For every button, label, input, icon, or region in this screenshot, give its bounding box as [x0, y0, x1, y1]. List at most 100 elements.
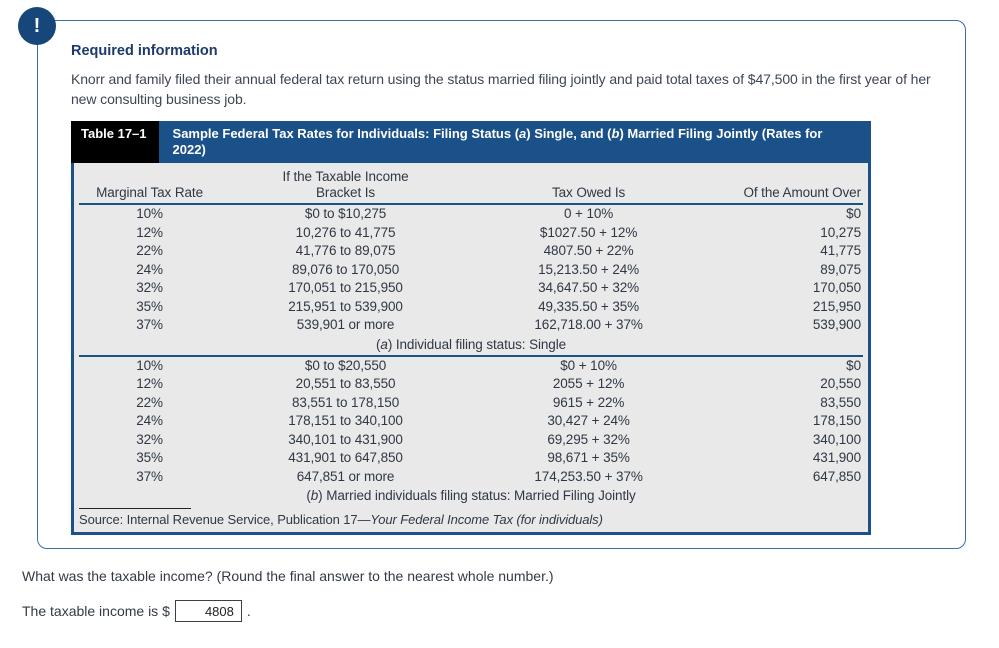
tax-bracket-cell: 0 + 10%	[563, 206, 614, 221]
tax-bracket-cell: 178,151 to 340,100	[288, 413, 403, 428]
tax-bracket-cell: $1027.50 + 12%	[539, 224, 638, 240]
tax-bracket-row: 22% 83,551 to 178,150 9615 + 22% 83,550	[79, 394, 863, 413]
tax-bracket-cell: 431,900	[812, 450, 861, 465]
col-header-bracket-line1: If the Taxable Income	[282, 169, 409, 184]
tax-bracket-cell: 69,295 + 32%	[547, 431, 630, 447]
taxable-income-input[interactable]	[174, 600, 242, 622]
caption-letter: b	[310, 488, 319, 503]
tax-bracket-cell: 10,276 to 41,775	[295, 224, 396, 240]
tax-bracket-cell: 647,851 or more	[296, 468, 395, 484]
tax-bracket-cell: $0	[846, 357, 861, 373]
col-header-bracket-line2: Bracket Is	[316, 185, 376, 200]
table-title: Sample Federal Tax Rates for Individuals…	[158, 121, 871, 163]
table-title-part: Sample Federal Tax Rates for Individuals…	[172, 126, 520, 141]
tax-bracket-row: 10% $0 to $20,550 $0 + 10% $0	[79, 356, 863, 376]
tax-bracket-row: 24% 89,076 to 170,050 15,213.50 + 24% 89,07…	[79, 261, 863, 280]
answer-prefix: The taxable income is $	[22, 603, 170, 619]
tax-bracket-cell: 49,335.50 + 35%	[538, 298, 640, 314]
source-row: Source: Internal Revenue Service, Public…	[79, 506, 863, 532]
col-header-tax-owed: Tax Owed Is	[551, 185, 626, 200]
tax-bracket-row: 35% 215,951 to 539,900 49,335.50 + 35% 215,…	[79, 298, 863, 317]
tax-rate-table: Table 17–1 Sample Federal Tax Rates for …	[71, 121, 871, 535]
tax-bracket-cell: $0	[846, 206, 861, 221]
tax-bracket-cell: 10%	[136, 357, 163, 373]
tax-bracket-cell: $0 + 10%	[560, 357, 617, 373]
tax-bracket-row: 10% $0 to $10,275 0 + 10% $0	[79, 204, 863, 224]
column-header-row: Marginal Tax Rate If the Taxable Income …	[79, 163, 863, 204]
tax-bracket-cell: 15,213.50 + 24%	[538, 261, 640, 277]
tax-bracket-row: 24% 178,151 to 340,100 30,427 + 24% 178,150	[79, 412, 863, 431]
source-publication-title: Your Federal Income Tax (for individuals…	[370, 512, 603, 527]
tax-bracket-cell: 12%	[136, 376, 163, 391]
required-information-panel: Required information Knorr and family fi…	[37, 20, 966, 549]
tax-bracket-cell: 89,075	[820, 261, 861, 277]
tax-bracket-cell: 170,051 to 215,950	[288, 280, 403, 295]
tax-bracket-cell: 215,951 to 539,900	[288, 298, 403, 314]
tax-bracket-cell: 162,718.00 + 37%	[534, 317, 643, 332]
tax-bracket-cell: 34,647.50 + 32%	[538, 280, 640, 295]
col-header-bracket: If the Taxable Income Bracket Is	[220, 163, 471, 204]
tax-bracket-row: 35% 431,901 to 647,850 98,671 + 35% 431,900	[79, 449, 863, 468]
caption-text: ) Individual filing status: Single	[387, 336, 567, 352]
caption-text: (	[375, 336, 381, 352]
tax-bracket-cell: 539,901 or more	[296, 317, 395, 332]
single-caption-section: (a) Individual filing status: Single	[79, 335, 863, 356]
table-title-letter-a: a	[519, 126, 527, 141]
tax-bracket-row: 12% 10,276 to 41,775 $1027.50 + 12% 10,275	[79, 224, 863, 243]
caption-single: (a) Individual filing status: Single	[79, 335, 863, 356]
table-header-band: Table 17–1 Sample Federal Tax Rates for …	[71, 121, 871, 163]
alert-icon: !	[18, 7, 56, 45]
caption-letter: a	[380, 336, 388, 352]
col-header-marginal-rate: Marginal Tax Rate	[96, 185, 203, 200]
tax-bracket-cell: $0 to $10,275	[304, 206, 387, 221]
tax-bracket-cell: 30,427 + 24%	[547, 413, 630, 428]
source-text: Source: Internal Revenue Service, Public…	[79, 511, 863, 528]
tax-bracket-cell: 539,900	[812, 317, 861, 332]
tax-bracket-cell: 178,150	[812, 413, 861, 428]
tax-bracket-cell: 10%	[136, 206, 163, 221]
tax-bracket-cell: 340,100	[812, 431, 861, 447]
tax-bracket-cell: 24%	[136, 413, 163, 428]
married-filing-rows: 10% $0 to $20,550 $0 + 10% $0 12% 20,551 to 8…	[79, 356, 863, 487]
table-label: Table 17–1	[71, 121, 159, 163]
tax-bracket-cell: 20,551 to 83,550	[295, 376, 396, 391]
tax-bracket-cell: 35%	[136, 298, 163, 314]
answer-suffix: .	[246, 603, 251, 619]
tax-bracket-cell: 431,901 to 647,850	[288, 450, 403, 465]
tax-bracket-row: 37% 647,851 or more 174,253.50 + 37% 647,85…	[79, 468, 863, 487]
tax-bracket-row: 12% 20,551 to 83,550 2055 + 12% 20,550	[79, 375, 863, 394]
tax-bracket-cell: 174,253.50 + 37%	[534, 468, 643, 484]
married-caption-section: (b) Married individuals filing status: M…	[79, 486, 863, 506]
tax-bracket-cell: 647,850	[812, 468, 861, 484]
single-filing-rows: 10% $0 to $10,275 0 + 10% $0 12% 10,276 to 41…	[79, 204, 863, 335]
tax-bracket-cell: 20,550	[820, 376, 861, 391]
tax-bracket-cell: 4807.50 + 22%	[543, 243, 634, 258]
tax-bracket-row: 22% 41,776 to 89,075 4807.50 + 22% 41,775	[79, 242, 863, 261]
tax-bracket-cell: 24%	[136, 261, 163, 277]
tax-bracket-row: 32% 170,051 to 215,950 34,647.50 + 32% 170,…	[79, 279, 863, 298]
tax-bracket-cell: 22%	[136, 394, 163, 410]
source-section: Source: Internal Revenue Service, Public…	[79, 506, 863, 532]
tax-bracket-cell: 215,950	[812, 298, 861, 314]
tax-bracket-cell: 35%	[136, 450, 163, 465]
panel-heading: Required information	[71, 43, 218, 59]
table-title-part: ) Married Filing Jointly (Rates for 2022…	[172, 126, 823, 157]
tax-bracket-cell: 170,050	[812, 280, 861, 295]
tax-bracket-cell: 2055 + 12%	[552, 376, 625, 391]
table-body: Marginal Tax Rate If the Taxable Income …	[71, 163, 871, 535]
tax-bracket-cell: 12%	[136, 224, 163, 240]
tax-bracket-row: 37% 539,901 or more 162,718.00 + 37% 539,90…	[79, 316, 863, 335]
tax-bracket-cell: 32%	[136, 280, 163, 295]
tax-bracket-cell: 98,671 + 35%	[547, 450, 630, 465]
question-text: What was the taxable income? (Round the …	[22, 568, 554, 584]
table-title-letter-b: b	[611, 126, 620, 141]
answer-line: The taxable income is $ .	[22, 600, 251, 622]
tax-bracket-cell: 41,775	[820, 243, 861, 258]
tax-bracket-cell: 32%	[136, 431, 163, 447]
caption-married: (b) Married individuals filing status: M…	[79, 486, 863, 506]
tax-bracket-cell: $0 to $20,550	[304, 357, 387, 373]
tax-bracket-cell: 41,776 to 89,075	[295, 243, 396, 258]
caption-text: ) Married individuals filing status: Mar…	[318, 488, 636, 503]
tax-bracket-cell: 340,101 to 431,900	[288, 431, 403, 447]
intro-text: Knorr and family filed their annual fede…	[71, 71, 931, 107]
